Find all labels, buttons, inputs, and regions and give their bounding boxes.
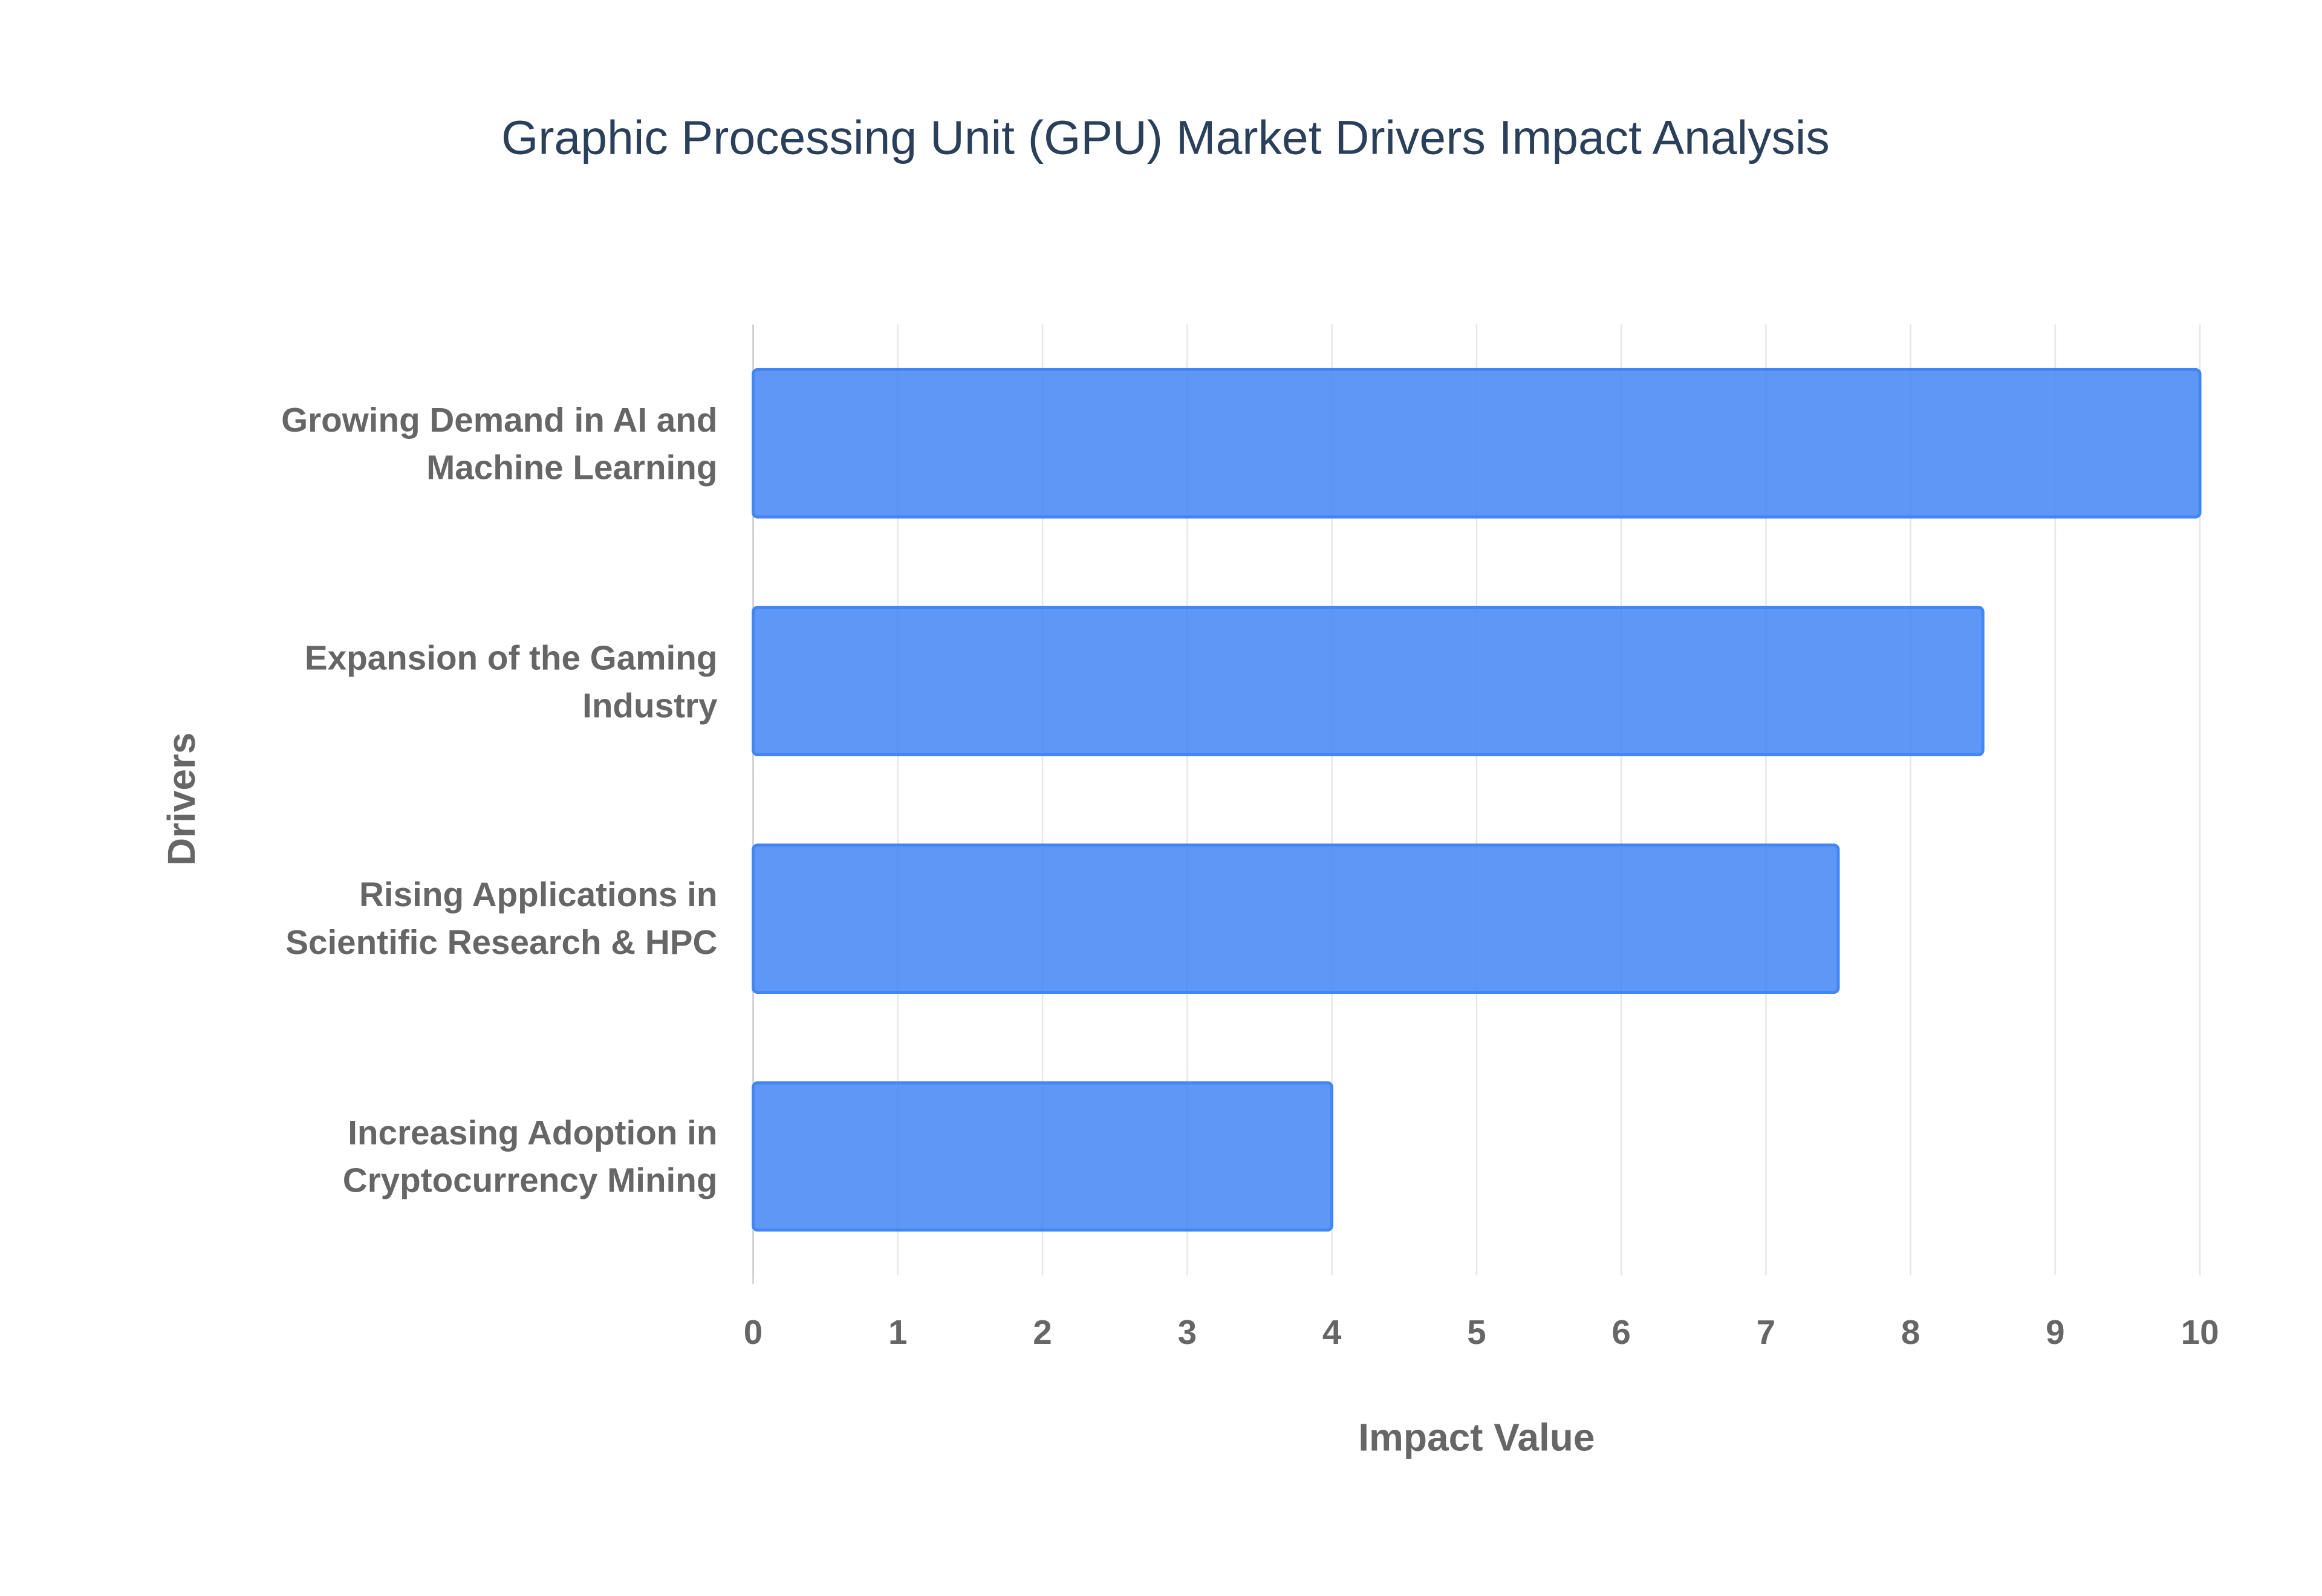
x-tick-label: 4	[1322, 1313, 1342, 1351]
x-tick-label: 10	[2181, 1313, 2219, 1351]
x-tick-label: 5	[1467, 1313, 1486, 1351]
chart-title: Graphic Processing Unit (GPU) Market Dri…	[501, 111, 1830, 164]
bar	[752, 606, 1985, 756]
x-tick-label: 9	[2046, 1313, 2064, 1351]
y-tick-label: Rising Applications in Scientific Resear…	[285, 875, 718, 962]
y-tick-label-box: Rising Applications in Scientific Resear…	[223, 800, 717, 1037]
bar	[752, 843, 1840, 994]
y-tick-label-wrap: Expansion of the Gaming Industry	[223, 562, 718, 800]
bar	[752, 1081, 1334, 1232]
x-tick-label: 8	[1901, 1313, 1920, 1351]
y-tick-label-box: Growing Demand in AI and Machine Learnin…	[223, 325, 717, 562]
y-tick-label: Expansion of the Gaming Industry	[304, 638, 718, 724]
x-tick-label: 6	[1611, 1313, 1630, 1351]
x-tick-label: 7	[1757, 1313, 1775, 1351]
y-tick-label-wrap: Growing Demand in AI and Machine Learnin…	[223, 325, 717, 562]
y-tick-label-wrap: Rising Applications in Scientific Resear…	[223, 800, 717, 1037]
y-tick-label: Growing Demand in AI and Machine Learnin…	[281, 400, 718, 487]
bar	[752, 368, 2202, 519]
y-tick-label-wrap: Increasing Adoption in Cryptocurrency Mi…	[223, 1037, 718, 1275]
x-axis-title: Impact Value	[1358, 1416, 1595, 1459]
y-axis-title: Drivers	[160, 733, 203, 866]
y-tick-label: Increasing Adoption in Cryptocurrency Mi…	[342, 1113, 718, 1200]
x-tick-label: 0	[744, 1313, 763, 1351]
y-tick-label-box: Increasing Adoption in Cryptocurrency Mi…	[223, 1037, 718, 1275]
x-tick-label: 3	[1178, 1313, 1197, 1351]
x-tick-label: 2	[1033, 1313, 1052, 1351]
y-tick-label-box: Expansion of the Gaming Industry	[223, 562, 718, 800]
x-tick-label: 1	[888, 1313, 907, 1351]
